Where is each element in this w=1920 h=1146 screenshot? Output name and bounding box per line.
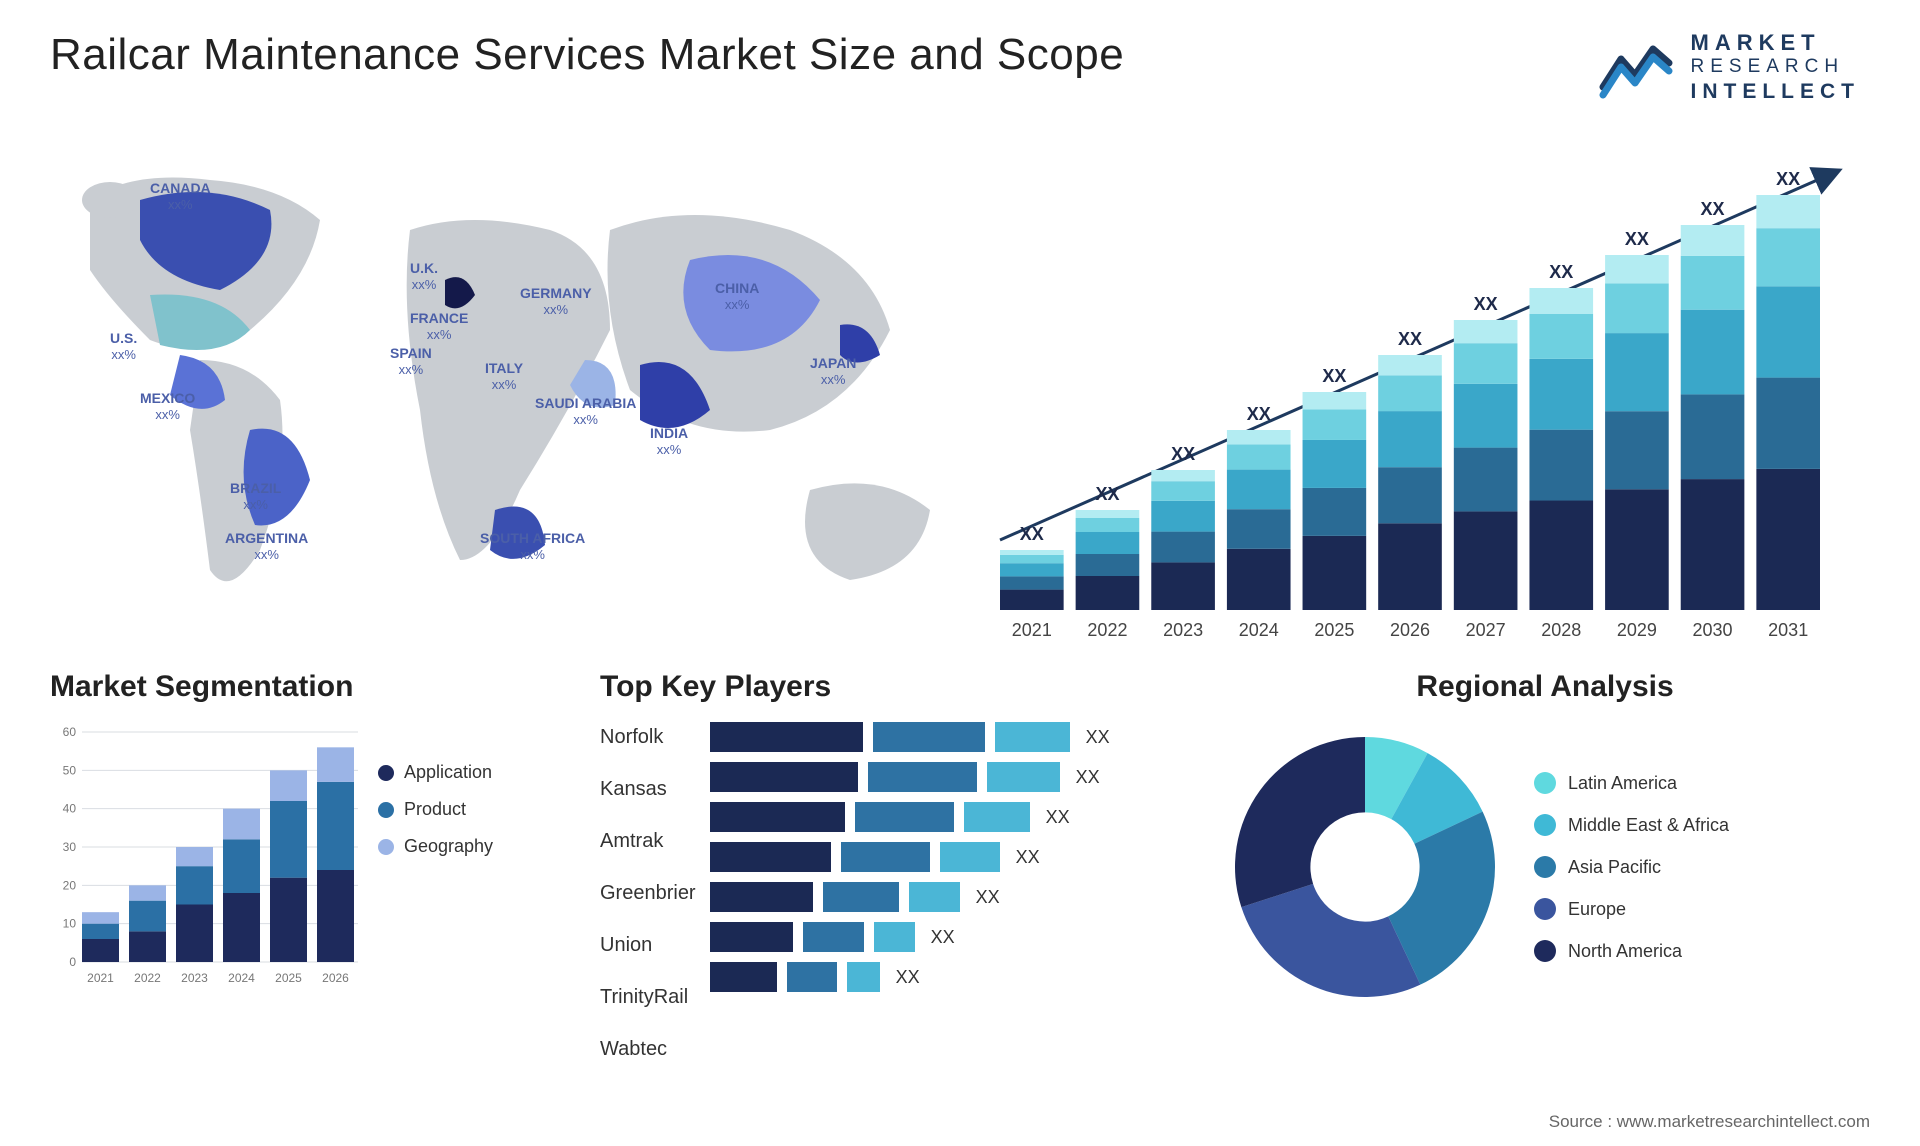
player-name-wabtec: Wabtec [600,1038,696,1068]
map-label-italy: ITALYxx% [485,360,523,392]
svg-text:XX: XX [1020,524,1044,544]
seg-legend-product: Product [378,799,493,820]
player-name-trinityrail: TrinityRail [600,986,696,1016]
player-bar-amtrak: XX [710,802,1190,832]
player-bar-trinityrail: XX [710,922,1190,952]
player-bar-kansas: XX [710,762,1190,792]
map-label-mexico: MEXICOxx% [140,390,195,422]
main-bar-chart: XX2021XX2022XX2023XX2024XX2025XX2026XX20… [950,130,1870,630]
svg-text:2022: 2022 [134,971,161,985]
logo-line3: INTELLECT [1691,79,1861,104]
svg-text:2021: 2021 [1012,620,1052,640]
svg-text:2024: 2024 [228,971,255,985]
region-north-america: North America [1534,940,1729,962]
key-players-panel: Top Key Players Norfolk Kansas Amtrak Green… [600,670,1190,1078]
segmentation-legend: Application Product Geography [378,722,493,992]
svg-text:XX: XX [1322,366,1346,386]
player-name-greenbrier: Greenbrier [600,882,696,912]
segmentation-chart: 0 10 20 30 40 50 60 2021 2022 2023 2024 2025 2026 [50,722,360,992]
page-title: Railcar Maintenance Services Market Size… [50,30,1870,80]
seg-legend-application: Application [378,762,493,783]
svg-text:0: 0 [69,955,76,969]
regional-title: Regional Analysis [1220,670,1870,704]
map-label-canada: CANADAxx% [150,180,211,212]
map-label-india: INDIAxx% [650,425,688,457]
svg-text:XX: XX [1095,484,1119,504]
svg-text:10: 10 [63,917,77,931]
svg-text:XX: XX [1247,404,1271,424]
svg-text:60: 60 [63,725,77,739]
svg-text:50: 50 [63,763,77,777]
region-latin-america: Latin America [1534,772,1729,794]
svg-text:20: 20 [63,878,77,892]
world-map: CANADAxx% U.S.xx% MEXICOxx% BRAZILxx% ARGENT… [50,130,950,630]
map-label-argentina: ARGENTINAxx% [225,530,308,562]
source-text: Source : www.marketresearchintellect.com [1549,1112,1870,1132]
player-bar-union: XX [710,882,1190,912]
svg-text:2030: 2030 [1693,620,1733,640]
svg-text:2021: 2021 [87,971,114,985]
svg-text:2026: 2026 [322,971,349,985]
svg-text:XX: XX [1474,294,1498,314]
map-label-germany: GERMANYxx% [520,285,592,317]
logo-line1: MARKET [1691,30,1861,56]
map-label-spain: SPAINxx% [390,345,432,377]
map-label-brazil: BRAZILxx% [230,480,281,512]
map-label-china: CHINAxx% [715,280,759,312]
player-bars: XX XX XX XX XX XX XX [710,722,1190,1002]
brand-logo: MARKET RESEARCH INTELLECT [1599,30,1861,104]
region-middle-east-africa: Middle East & Africa [1534,814,1729,836]
svg-text:XX: XX [1776,169,1800,189]
player-bar-wabtec: XX [710,962,1190,992]
svg-text:2025: 2025 [1314,620,1354,640]
svg-text:2027: 2027 [1466,620,1506,640]
svg-text:XX: XX [1171,444,1195,464]
logo-line2: RESEARCH [1691,56,1861,79]
player-name-norfolk: Norfolk [600,726,696,756]
svg-text:2024: 2024 [1239,620,1279,640]
svg-text:30: 30 [63,840,77,854]
svg-text:2029: 2029 [1617,620,1657,640]
donut-chart [1220,722,1510,1012]
svg-text:2028: 2028 [1541,620,1581,640]
player-name-union: Union [600,934,696,964]
logo-icon [1599,35,1679,99]
player-bar-greenbrier: XX [710,842,1190,872]
player-bar-norfolk: XX [710,722,1190,752]
svg-text:XX: XX [1398,329,1422,349]
map-label-saudi-arabia: SAUDI ARABIAxx% [535,395,636,427]
seg-legend-geography: Geography [378,836,493,857]
svg-text:XX: XX [1625,229,1649,249]
svg-text:2023: 2023 [181,971,208,985]
map-label-south-africa: SOUTH AFRICAxx% [480,530,585,562]
svg-text:2022: 2022 [1087,620,1127,640]
region-asia-pacific: Asia Pacific [1534,856,1729,878]
player-name-kansas: Kansas [600,778,696,808]
map-label-u-s-: U.S.xx% [110,330,137,362]
regional-panel: Regional Analysis Latin America Middle Ea… [1220,670,1870,1078]
map-label-japan: JAPANxx% [810,355,856,387]
player-names: Norfolk Kansas Amtrak Greenbrier Union Trinit… [600,722,696,1078]
key-players-title: Top Key Players [600,670,1190,704]
svg-text:2026: 2026 [1390,620,1430,640]
segmentation-title: Market Segmentation [50,670,570,704]
map-label-u-k-: U.K.xx% [410,260,438,292]
donut-legend: Latin America Middle East & Africa Asia Pa… [1534,772,1729,962]
svg-text:40: 40 [63,802,77,816]
svg-text:2023: 2023 [1163,620,1203,640]
svg-text:XX: XX [1549,262,1573,282]
svg-text:2025: 2025 [275,971,302,985]
player-name-amtrak: Amtrak [600,830,696,860]
region-europe: Europe [1534,898,1729,920]
map-label-france: FRANCExx% [410,310,468,342]
svg-text:2031: 2031 [1768,620,1808,640]
main-bar-svg: XX 2021 XX 2022 XX 2023 XX 2024 XX 2025 XX 2026 XX 20… [990,150,1850,650]
segmentation-panel: Market Segmentation 0 10 20 30 40 50 60 2021 202… [50,670,570,1078]
svg-text:XX: XX [1701,199,1725,219]
